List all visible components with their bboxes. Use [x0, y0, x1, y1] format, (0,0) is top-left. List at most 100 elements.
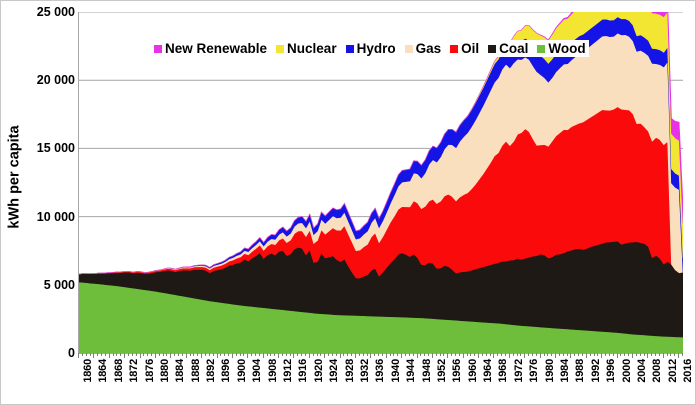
x-tick [455, 353, 457, 356]
x-tick [458, 353, 460, 356]
x-tick [616, 353, 618, 358]
x-tick [370, 353, 372, 358]
x-tick [605, 353, 607, 356]
x-tick-label: 1908 [266, 359, 279, 383]
x-tick [412, 353, 414, 356]
x-tick [354, 353, 356, 358]
x-tick [474, 353, 476, 356]
x-tick [639, 353, 641, 356]
x-tick-label: 2008 [651, 359, 664, 383]
x-tick-label: 2000 [620, 359, 633, 383]
x-tick-label: 1980 [543, 359, 556, 383]
x-tick-label: 1864 [97, 359, 110, 383]
legend-item[interactable]: Nuclear [276, 41, 337, 56]
x-tick-label: 1892 [205, 359, 218, 383]
x-axis-ticks [78, 353, 683, 359]
x-tick [104, 353, 106, 356]
x-tick [666, 353, 668, 356]
legend-item[interactable]: Hydro [345, 41, 396, 56]
x-tick [235, 353, 237, 356]
x-tick-label: 1968 [497, 359, 510, 383]
x-tick-label: 2004 [635, 359, 648, 383]
x-tick [131, 353, 133, 356]
x-tick-label: 1920 [312, 359, 325, 383]
x-tick [335, 353, 337, 356]
x-tick-label: 1956 [451, 359, 464, 383]
x-tick [501, 353, 503, 356]
x-tick-label: 1952 [435, 359, 448, 383]
x-tick [308, 353, 310, 358]
x-tick [343, 353, 345, 356]
x-tick [682, 353, 683, 356]
x-tick-label: 1964 [482, 359, 495, 383]
x-tick-label: 1976 [528, 359, 541, 383]
legend-item[interactable]: New Renewable [154, 41, 267, 56]
x-tick [620, 353, 622, 356]
x-axis-tick-labels: 1860 1864 1868 1872 1876 1880 1884 1888 1892 1896… [78, 359, 694, 404]
x-tick [289, 353, 291, 356]
x-tick [416, 353, 418, 358]
x-tick [193, 353, 195, 356]
x-tick [297, 353, 299, 356]
x-tick [181, 353, 183, 356]
x-tick [166, 353, 168, 356]
x-tick [508, 353, 510, 358]
plot-svg [79, 12, 683, 353]
x-tick [358, 353, 360, 356]
legend-item[interactable]: Gas [404, 41, 442, 56]
y-axis-tick-labels: 0 5 000 10 000 15 000 20 000 25 000 [23, 1, 75, 361]
legend-item[interactable]: Coal [488, 41, 528, 56]
legend-swatch-icon [450, 44, 459, 53]
x-tick [581, 353, 583, 356]
x-tick [239, 353, 241, 356]
x-tick [543, 353, 545, 356]
x-axis-line [78, 353, 682, 354]
x-tick [462, 353, 464, 358]
x-tick [558, 353, 560, 356]
x-tick [247, 353, 249, 358]
x-tick [512, 353, 514, 356]
x-tick [170, 353, 172, 358]
x-tick [570, 353, 572, 358]
x-tick [655, 353, 657, 356]
x-tick [428, 353, 430, 356]
legend-swatch-icon [404, 44, 413, 53]
x-tick [158, 353, 160, 356]
x-tick [228, 353, 230, 356]
legend-item[interactable]: Oil [450, 41, 479, 56]
x-tick [516, 353, 518, 356]
legend-item[interactable]: Wood [537, 41, 586, 56]
area-series-new-renewable [79, 12, 683, 275]
x-tick [320, 353, 322, 356]
x-tick-label: 1928 [343, 359, 356, 383]
x-tick [208, 353, 210, 356]
x-tick-label: 1868 [112, 359, 125, 383]
x-tick-label: 1960 [466, 359, 479, 383]
legend-label: Coal [499, 41, 529, 56]
legend-label: Nuclear [287, 41, 337, 56]
x-tick [204, 353, 206, 356]
x-tick-label: 1888 [189, 359, 202, 383]
x-tick [447, 353, 449, 358]
x-tick-label: 1940 [389, 359, 402, 383]
x-tick [89, 353, 91, 356]
chart-legend: New Renewable Nuclear Hydro Gas Oil Coal Wood [151, 40, 589, 57]
x-tick [662, 353, 664, 358]
x-tick [505, 353, 507, 356]
legend-swatch-icon [537, 44, 546, 53]
x-tick [328, 353, 330, 356]
x-tick [108, 353, 110, 358]
x-tick [535, 353, 537, 356]
x-tick [574, 353, 576, 356]
x-tick [589, 353, 591, 356]
legend-label: Gas [415, 41, 442, 56]
x-tick-label: 1988 [574, 359, 587, 383]
x-tick [220, 353, 222, 356]
x-tick [385, 353, 387, 358]
x-tick [362, 353, 364, 356]
x-tick [408, 353, 410, 356]
x-tick [528, 353, 530, 356]
x-tick [112, 353, 114, 356]
x-tick [81, 353, 83, 356]
x-tick [162, 353, 164, 356]
